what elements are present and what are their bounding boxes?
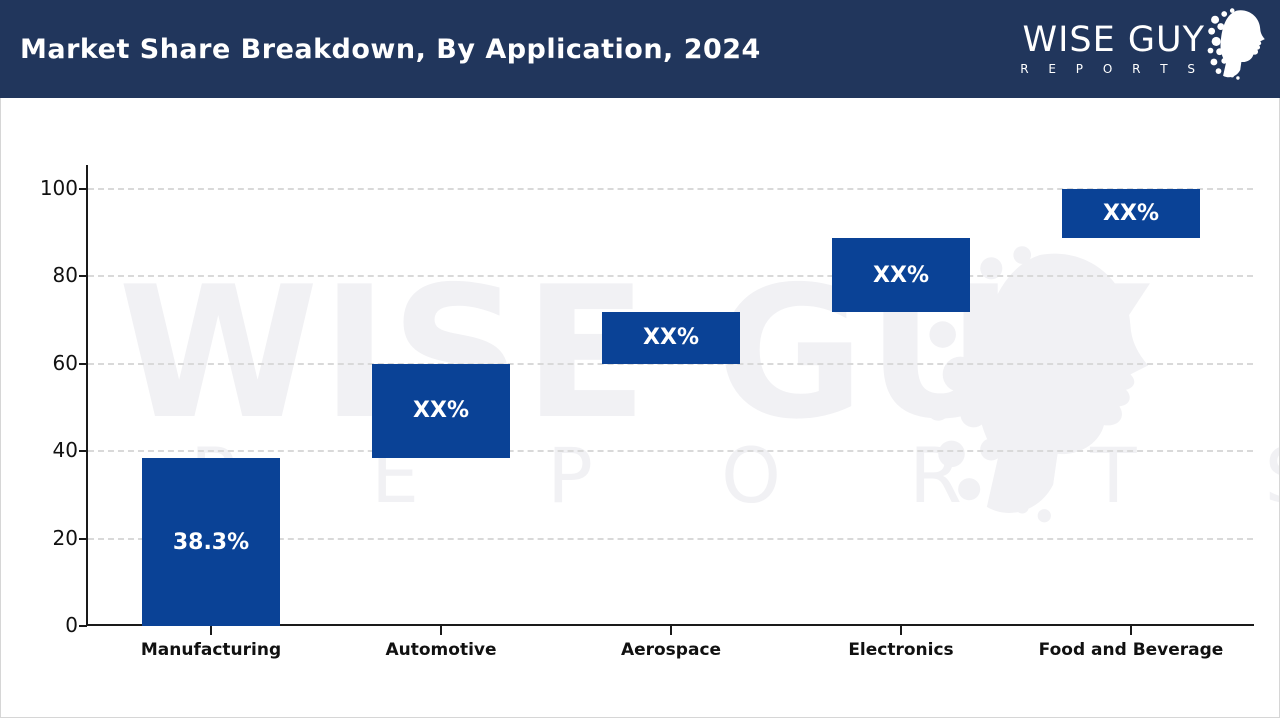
y-tick-mark [79,275,87,277]
y-tick-mark [79,362,87,365]
bar-value-label: XX% [643,325,699,351]
bar-segment-food-and-beverage: XX% [1062,188,1200,239]
bar-value-label: 38.3% [172,529,250,555]
brand-wordmark: WISE GUY R E P O R T S [1020,19,1205,76]
x-tick-mark [440,626,442,635]
y-tick-mark [79,450,87,452]
brand-logo: WISE GUY R E P O R T S [1020,6,1270,86]
y-tick-label: 100 [39,175,78,200]
x-axis-line [86,624,1254,626]
bar-segment-automotive: XX% [372,363,510,459]
bar-value-label: XX% [873,262,929,288]
y-tick-label: 80 [52,263,78,287]
y-tick-mark [79,625,87,627]
bar-segment-manufacturing: 38.3% [142,458,280,626]
x-tick-mark [900,626,902,635]
y-axis-line [86,165,88,626]
bar-segment-electronics: XX% [832,238,970,312]
bar-segment-aerospace: XX% [602,311,740,364]
y-tick-label: 40 [52,438,78,462]
gridline-100 [88,187,1253,190]
gridline-80 [88,275,1253,277]
x-tick-mark [1130,626,1132,635]
x-category-label: Electronics [848,640,954,660]
y-tick-mark [79,537,87,540]
chart-plot-area: 0 20 40 60 80 100 38.3% Manufacturing XX% Automot… [0,98,1280,720]
brand-face-icon [1207,8,1265,80]
y-tick-label: 60 [52,350,78,375]
x-tick-mark [670,626,672,635]
gridline-60 [88,362,1253,365]
x-category-label: Manufacturing [140,640,282,660]
page-title: Market Share Breakdown, By Application, … [20,33,761,65]
header-bar: Market Share Breakdown, By Application, … [0,0,1280,98]
gridline-40 [88,450,1253,452]
bar-value-label: XX% [413,398,469,424]
y-tick-label: 20 [52,525,78,550]
x-category-label: Automotive [385,640,497,660]
x-category-label: Aerospace [620,640,722,660]
x-tick-mark [210,626,212,635]
bar-value-label: XX% [1103,200,1159,226]
y-tick-label: 0 [65,613,78,637]
watermark-face-logo-icon [927,246,1149,523]
y-tick-mark [79,187,87,190]
gridline-20 [88,537,1253,540]
brand-subname: R E P O R T S [1020,61,1203,76]
x-category-label: Food and Beverage [1038,640,1224,660]
brand-name: WISE GUY [1022,19,1205,60]
